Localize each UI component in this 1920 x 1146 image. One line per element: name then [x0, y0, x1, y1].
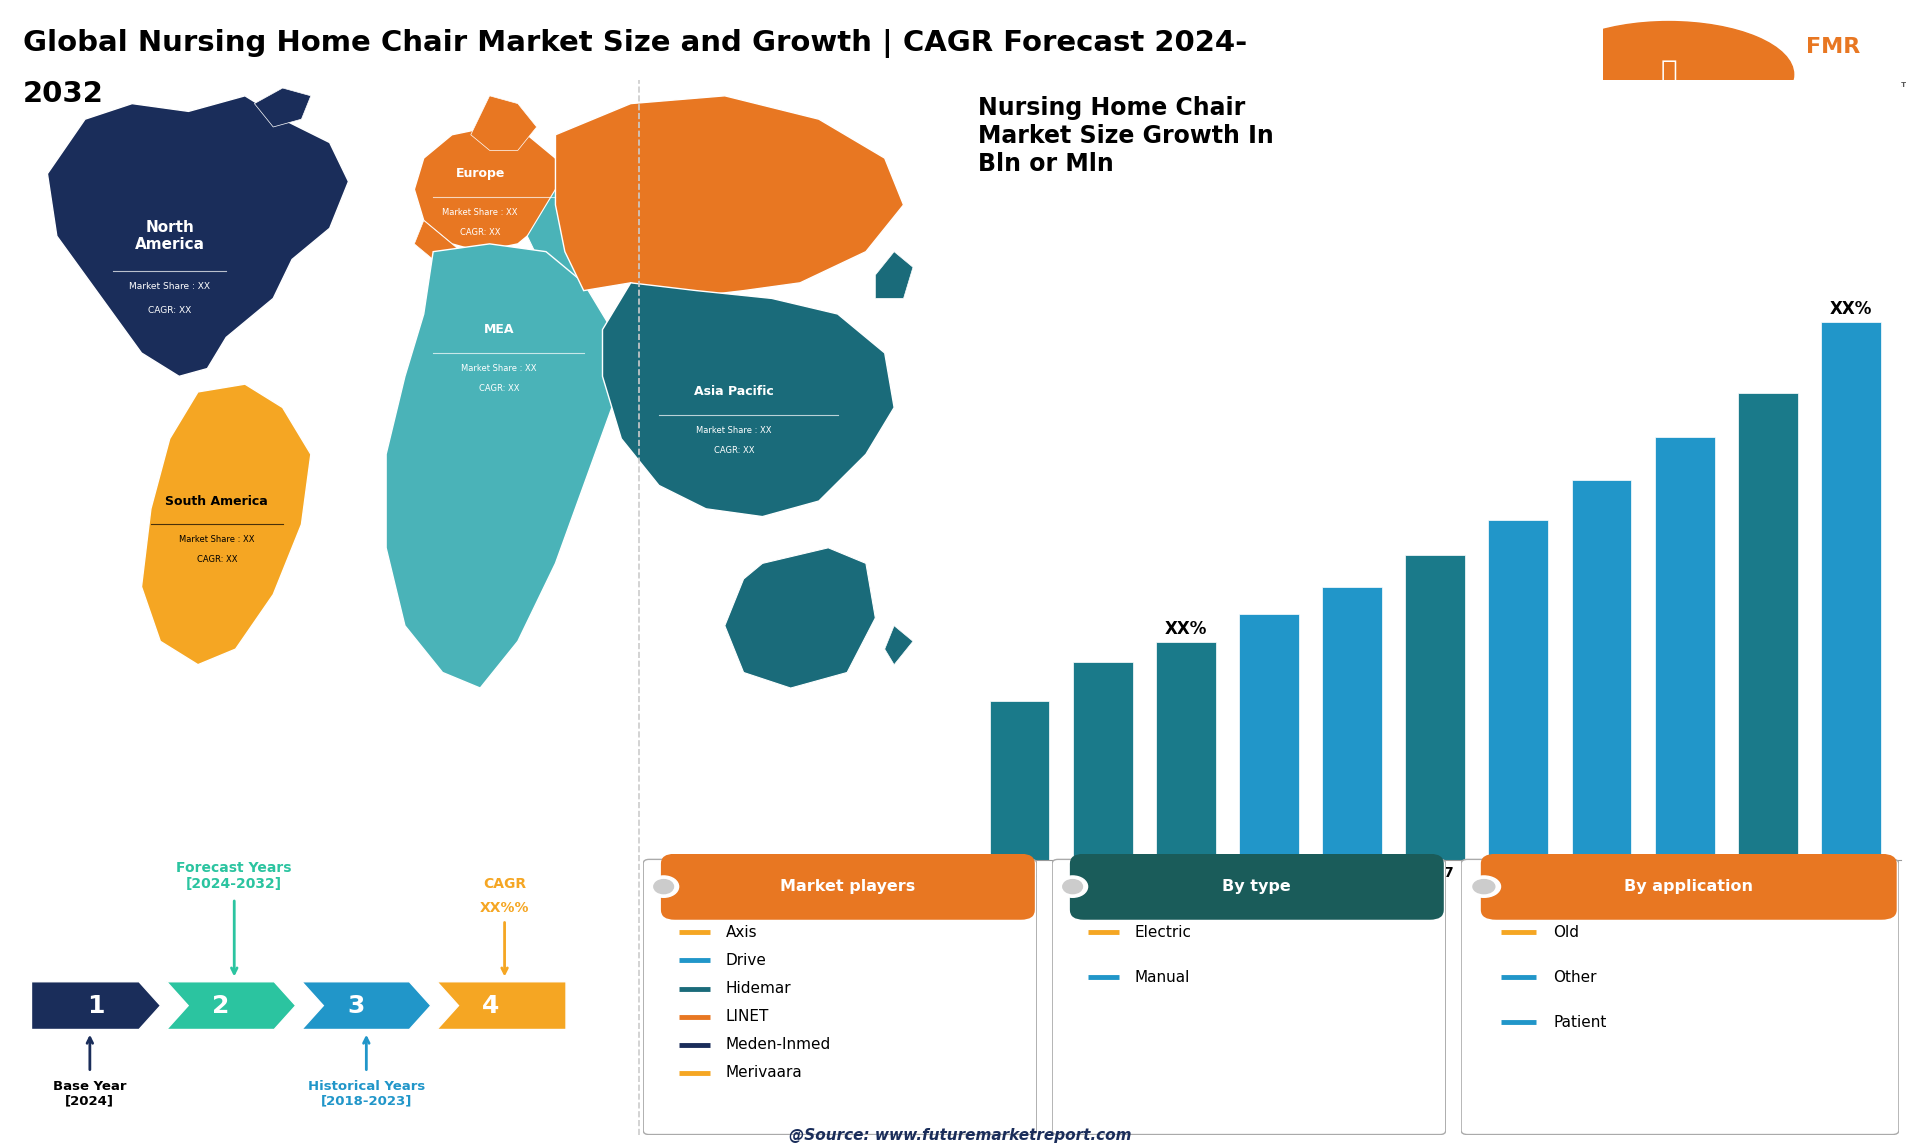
Text: Market Share : XX: Market Share : XX: [461, 364, 538, 374]
Polygon shape: [415, 127, 564, 252]
Text: Base Year
[2024]: Base Year [2024]: [54, 1080, 127, 1108]
Text: Nursing Home Chair
Market Size Growth In
Bln or Mln: Nursing Home Chair Market Size Growth In…: [977, 96, 1273, 176]
Bar: [1488, 519, 1548, 860]
Text: Meden-Inmed: Meden-Inmed: [726, 1037, 831, 1052]
Text: XX%: XX%: [1830, 300, 1872, 319]
Text: CAGR: XX: CAGR: XX: [148, 306, 192, 315]
Polygon shape: [167, 982, 296, 1029]
Polygon shape: [876, 252, 914, 298]
Text: Global Nursing Home Chair Market Size and Growth | CAGR Forecast 2024-: Global Nursing Home Chair Market Size an…: [23, 29, 1248, 57]
Text: Axis: Axis: [726, 925, 758, 940]
Polygon shape: [415, 220, 461, 259]
Polygon shape: [253, 88, 311, 127]
Text: 1: 1: [86, 994, 106, 1018]
Text: Other: Other: [1553, 970, 1597, 984]
Bar: [989, 701, 1050, 860]
Polygon shape: [31, 982, 161, 1029]
Text: North
America: North America: [134, 220, 205, 252]
Text: 🏃: 🏃: [1661, 58, 1676, 86]
Polygon shape: [301, 982, 430, 1029]
Polygon shape: [48, 96, 348, 376]
Text: Patient: Patient: [1553, 1014, 1607, 1030]
Circle shape: [1544, 22, 1793, 127]
Text: 4: 4: [482, 994, 499, 1018]
Text: MEA: MEA: [484, 323, 515, 336]
Text: Market Share : XX: Market Share : XX: [179, 535, 255, 544]
Text: CAGR: XX: CAGR: XX: [714, 446, 755, 455]
FancyBboxPatch shape: [1069, 854, 1444, 920]
Text: Market Share : XX: Market Share : XX: [442, 209, 518, 218]
FancyBboxPatch shape: [660, 854, 1035, 920]
Polygon shape: [603, 283, 895, 517]
Text: By application: By application: [1624, 879, 1753, 894]
Bar: [1323, 587, 1382, 860]
Text: CAGR: XX: CAGR: XX: [196, 555, 236, 564]
Text: XX%%: XX%%: [480, 901, 530, 915]
Text: Market Share : XX: Market Share : XX: [129, 282, 209, 291]
Text: Market Share : XX: Market Share : XX: [697, 426, 772, 435]
Text: Europe: Europe: [455, 167, 505, 180]
Bar: [1820, 322, 1882, 860]
Bar: [1238, 614, 1298, 860]
FancyBboxPatch shape: [1052, 860, 1446, 1135]
FancyBboxPatch shape: [1461, 860, 1899, 1135]
Text: Drive: Drive: [726, 953, 766, 968]
Text: FMR: FMR: [1805, 37, 1860, 57]
Text: 3: 3: [348, 994, 365, 1018]
Bar: [1073, 662, 1133, 860]
Text: Electric: Electric: [1135, 925, 1192, 940]
Text: CAGR: CAGR: [484, 877, 526, 892]
Text: @Source: www.futuremarketreport.com: @Source: www.futuremarketreport.com: [789, 1128, 1131, 1143]
Text: LINET: LINET: [726, 1010, 770, 1025]
Polygon shape: [555, 96, 904, 298]
FancyBboxPatch shape: [643, 860, 1037, 1135]
Circle shape: [649, 876, 678, 897]
Polygon shape: [885, 626, 914, 665]
Bar: [1738, 393, 1797, 860]
Polygon shape: [470, 96, 536, 150]
Text: 2: 2: [211, 994, 228, 1018]
Text: Market players: Market players: [780, 879, 916, 894]
Bar: [1156, 642, 1215, 860]
Circle shape: [655, 880, 674, 894]
Text: CAGR: XX: CAGR: XX: [478, 384, 518, 393]
Text: Manual: Manual: [1135, 970, 1190, 984]
Text: South America: South America: [165, 495, 269, 508]
Polygon shape: [386, 244, 612, 688]
Text: Asia Pacific: Asia Pacific: [695, 385, 774, 399]
Text: By type: By type: [1223, 879, 1292, 894]
Polygon shape: [142, 384, 311, 665]
Text: Hidemar: Hidemar: [726, 981, 791, 996]
Text: 2032: 2032: [23, 80, 104, 108]
Bar: [1572, 480, 1632, 860]
Polygon shape: [724, 548, 876, 688]
Polygon shape: [528, 181, 659, 291]
Circle shape: [1058, 876, 1087, 897]
Text: Forecast Years
[2024-2032]: Forecast Years [2024-2032]: [177, 861, 292, 892]
Text: Historical Years
[2018-2023]: Historical Years [2018-2023]: [307, 1080, 424, 1108]
FancyBboxPatch shape: [1480, 854, 1897, 920]
Text: Old: Old: [1553, 925, 1578, 940]
Circle shape: [1473, 880, 1496, 894]
Polygon shape: [438, 982, 566, 1029]
Circle shape: [1467, 876, 1501, 897]
Text: CAGR: XX: CAGR: XX: [461, 228, 501, 237]
Text: Merivaara: Merivaara: [726, 1066, 803, 1081]
Bar: [1405, 555, 1465, 860]
Bar: [1655, 437, 1715, 860]
Circle shape: [1064, 880, 1083, 894]
Text: XX%: XX%: [1165, 620, 1208, 638]
Text: FUTURE MARKET REPORT: FUTURE MARKET REPORT: [1805, 81, 1907, 87]
